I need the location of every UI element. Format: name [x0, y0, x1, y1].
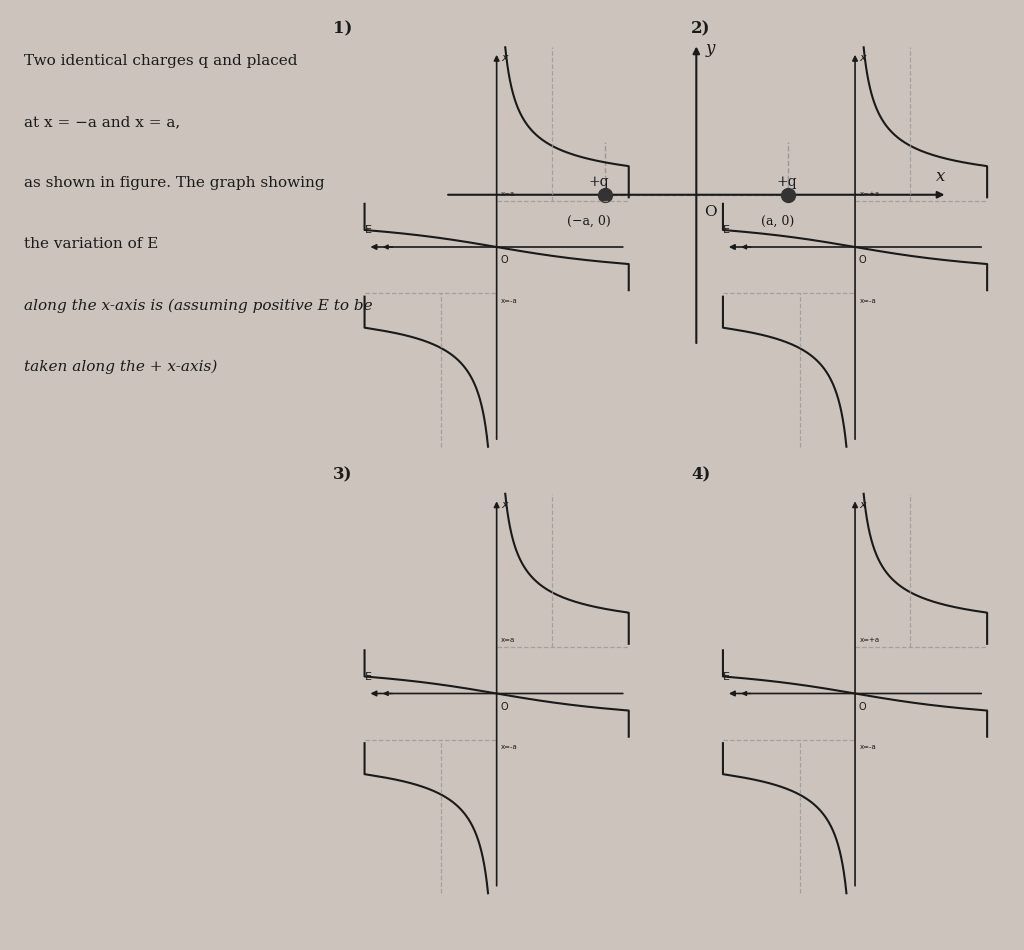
Text: 1): 1): [333, 20, 352, 37]
Text: E: E: [723, 225, 730, 235]
Text: (a, 0): (a, 0): [761, 215, 795, 228]
Text: 4): 4): [691, 466, 711, 484]
Text: x=-a: x=-a: [502, 744, 518, 750]
Text: E: E: [723, 672, 730, 681]
Text: as shown in figure. The graph showing: as shown in figure. The graph showing: [25, 177, 325, 190]
Text: at x = −a and x = a,: at x = −a and x = a,: [25, 115, 180, 129]
Text: E: E: [365, 672, 372, 681]
Text: the variation of E: the variation of E: [25, 238, 159, 252]
Text: 2): 2): [691, 20, 711, 37]
Text: Two identical charges q and placed: Two identical charges q and placed: [25, 54, 298, 68]
Text: O: O: [859, 702, 866, 712]
Text: taken along the + x-axis): taken along the + x-axis): [25, 360, 218, 374]
Text: 3): 3): [333, 466, 352, 484]
Text: x=+a: x=+a: [859, 637, 880, 643]
Text: E: E: [365, 225, 372, 235]
Text: x: x: [502, 53, 508, 64]
Text: x: x: [502, 500, 508, 510]
Text: x=-a: x=-a: [859, 744, 877, 750]
Text: x=-a: x=-a: [502, 297, 518, 304]
Text: +q: +q: [589, 175, 609, 189]
Text: x: x: [859, 53, 866, 64]
Text: O: O: [703, 205, 717, 218]
Text: x=+a: x=+a: [859, 191, 880, 197]
Text: x: x: [936, 168, 945, 185]
Text: along the x-axis is (assuming positive E to be: along the x-axis is (assuming positive E…: [25, 298, 373, 314]
Text: x=a: x=a: [502, 637, 515, 643]
Text: x=a: x=a: [502, 191, 515, 197]
Text: O: O: [501, 256, 508, 265]
Text: x: x: [859, 500, 866, 510]
Text: O: O: [859, 256, 866, 265]
Text: O: O: [501, 702, 508, 712]
Text: x=-a: x=-a: [859, 297, 877, 304]
Text: y: y: [706, 40, 715, 57]
Text: +q: +q: [776, 175, 797, 189]
Text: (−a, 0): (−a, 0): [567, 215, 610, 228]
